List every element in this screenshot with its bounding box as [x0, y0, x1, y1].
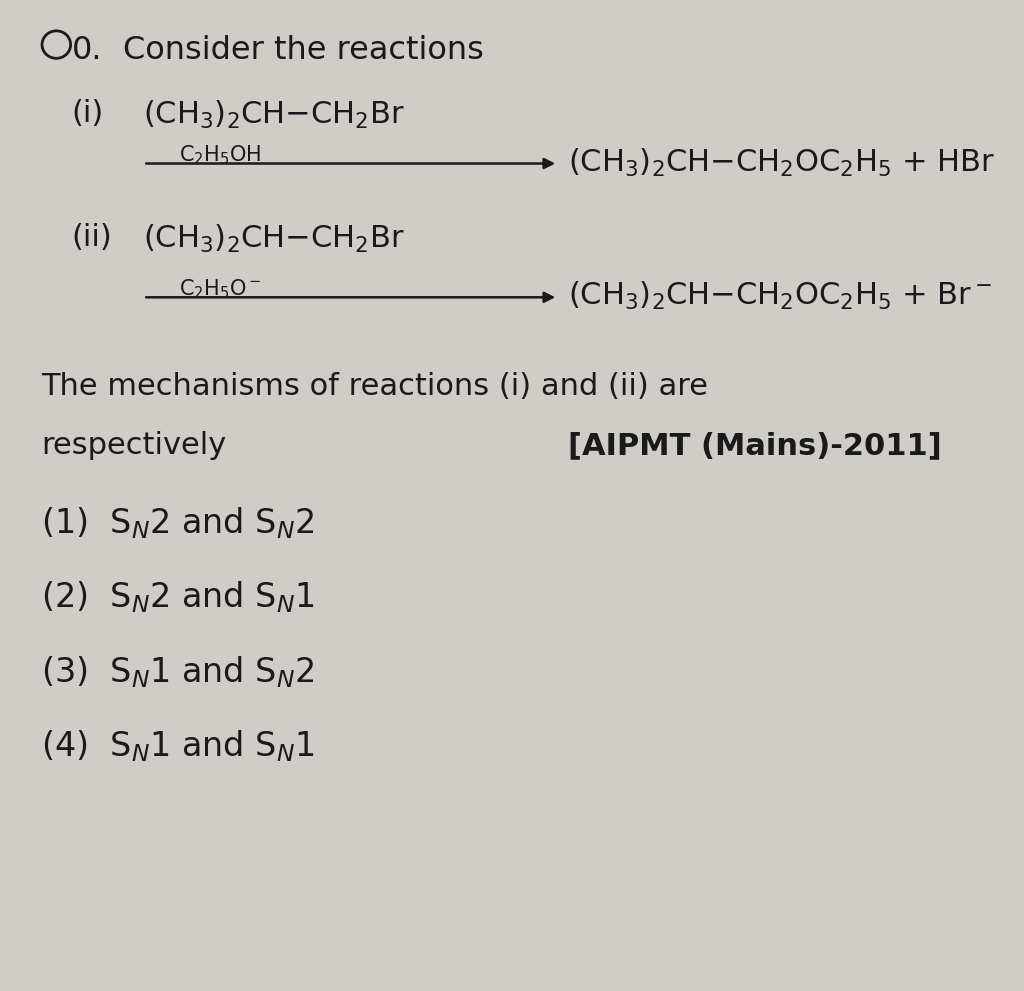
Text: respectively: respectively — [41, 431, 226, 460]
Text: (4)  S$_N$1 and S$_N$1: (4) S$_N$1 and S$_N$1 — [41, 728, 314, 764]
Text: (3)  S$_N$1 and S$_N$2: (3) S$_N$1 and S$_N$2 — [41, 654, 314, 690]
Text: (2)  S$_N$2 and S$_N$1: (2) S$_N$2 and S$_N$1 — [41, 580, 314, 615]
Text: C$_2$H$_5$O$^-$: C$_2$H$_5$O$^-$ — [179, 277, 262, 301]
Text: (1)  S$_N$2 and S$_N$2: (1) S$_N$2 and S$_N$2 — [41, 505, 314, 541]
Text: (CH$_3$)$_2$CH$-$CH$_2$Br: (CH$_3$)$_2$CH$-$CH$_2$Br — [143, 223, 406, 255]
Text: (i): (i) — [72, 99, 103, 128]
Text: (CH$_3$)$_2$CH$-$CH$_2$OC$_2$H$_5$ + Br$^-$: (CH$_3$)$_2$CH$-$CH$_2$OC$_2$H$_5$ + Br$… — [568, 279, 992, 311]
Text: 0.: 0. — [72, 35, 102, 65]
Text: C$_2$H$_5$OH: C$_2$H$_5$OH — [179, 144, 262, 167]
Text: The mechanisms of reactions (i) and (ii) are: The mechanisms of reactions (i) and (ii)… — [41, 372, 708, 400]
Text: (ii): (ii) — [72, 223, 113, 252]
Text: (CH$_3$)$_2$CH$-$CH$_2$Br: (CH$_3$)$_2$CH$-$CH$_2$Br — [143, 99, 406, 131]
Text: [AIPMT (Mains)-2011]: [AIPMT (Mains)-2011] — [568, 431, 942, 460]
Text: Consider the reactions: Consider the reactions — [123, 35, 483, 65]
Text: (CH$_3$)$_2$CH$-$CH$_2$OC$_2$H$_5$ + HBr: (CH$_3$)$_2$CH$-$CH$_2$OC$_2$H$_5$ + HBr — [568, 147, 995, 178]
